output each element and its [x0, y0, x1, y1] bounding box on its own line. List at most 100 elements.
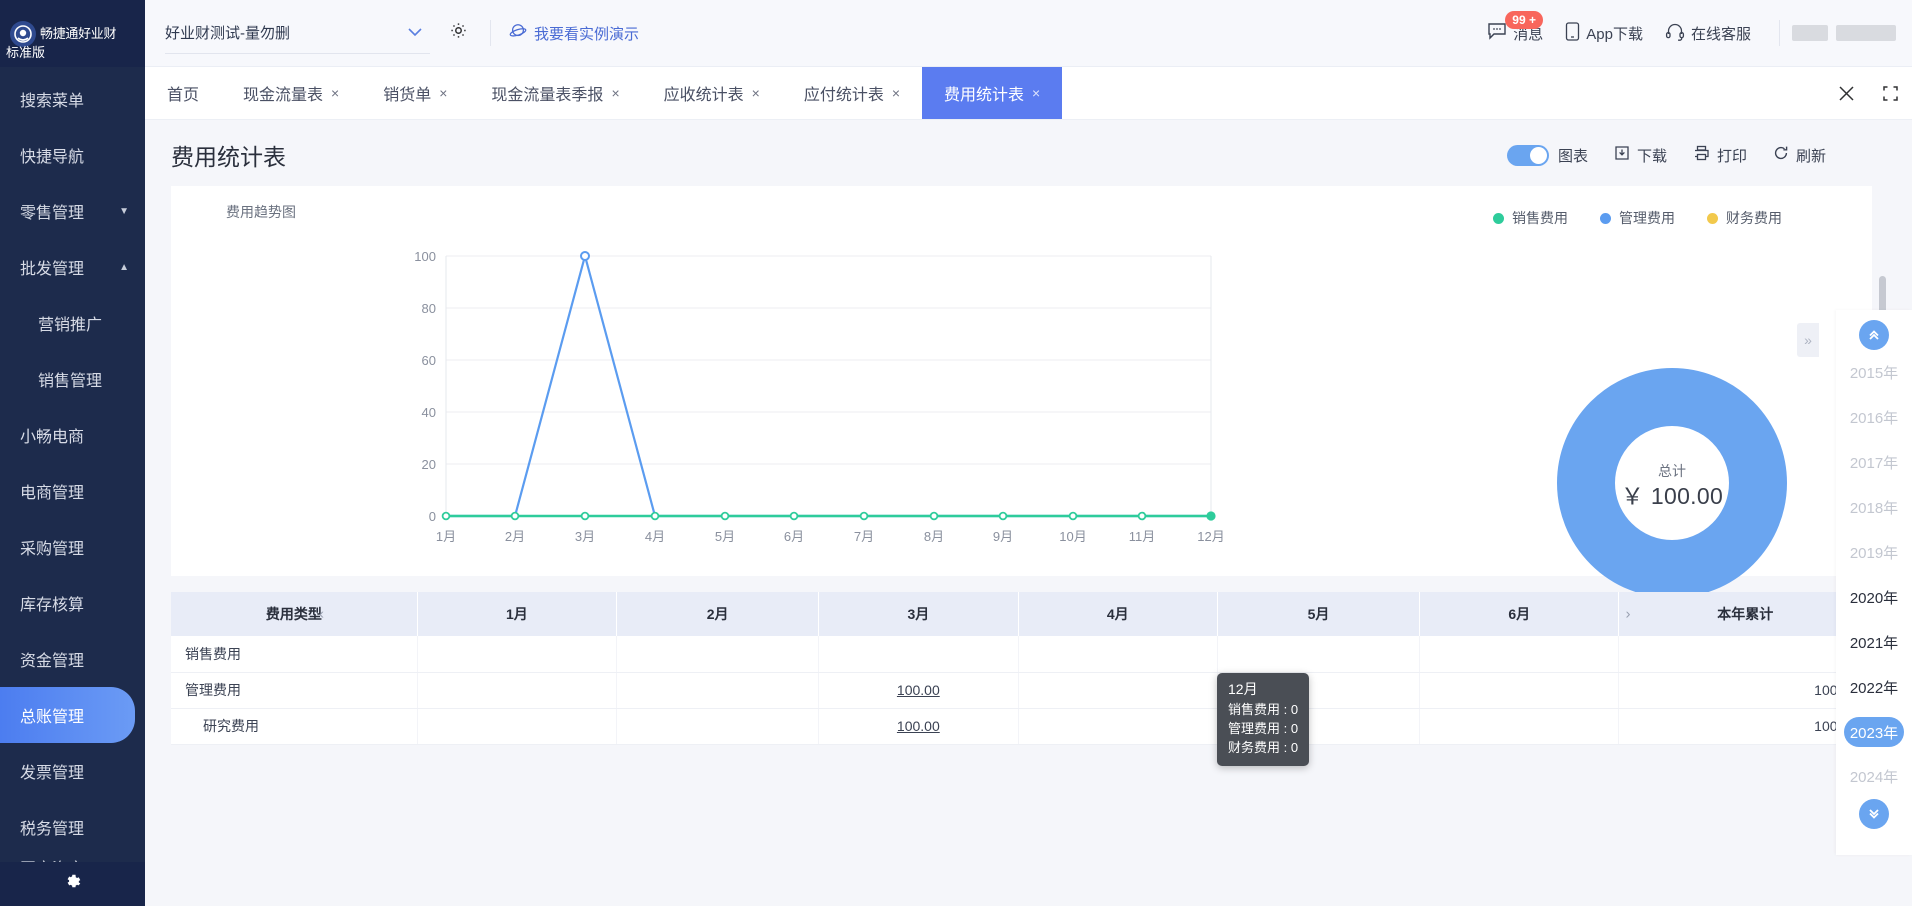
tab-sales-order[interactable]: 销货单 × — [361, 67, 469, 119]
page-toolbar: 图表 下载 — [1506, 144, 1886, 166]
cell-ytd: 100.00 — [1618, 672, 1872, 709]
table-header-m2: 2月 — [616, 592, 820, 636]
sidebar-item-inventory[interactable]: 库存核算 — [0, 575, 145, 631]
amount-link[interactable]: 100.00 — [896, 718, 940, 734]
sidebar-item-invoice[interactable]: 发票管理 — [0, 743, 145, 799]
next-months-button[interactable]: › — [1625, 605, 1631, 623]
tab-cash-flow-quarterly[interactable]: 现金流量表季报 × — [469, 67, 641, 119]
gear-icon — [63, 872, 83, 897]
sidebar-item-ecom-mgmt[interactable]: 电商管理 — [0, 463, 145, 519]
sidebar-item-wholesale[interactable]: 批发管理 ▲ — [0, 239, 145, 295]
year-option-2020[interactable]: 2020年 — [1849, 590, 1899, 607]
chart-toggle[interactable]: 图表 — [1506, 144, 1588, 166]
close-icon[interactable]: × — [891, 85, 901, 101]
app-logo-icon — [10, 20, 36, 47]
sidebar-item-label: 零售管理 — [20, 205, 85, 222]
legend-item-finance[interactable]: 财务费用 — [1707, 208, 1782, 228]
year-option-2023[interactable]: 2023年 — [1844, 717, 1904, 747]
collapse-panel-button[interactable]: » — [1797, 323, 1819, 357]
donut-chart: 总计 ￥ 100.00 — [1557, 368, 1787, 603]
sidebar-item-purchase[interactable]: 采购管理 — [0, 519, 145, 575]
year-option-2016[interactable]: 2016年 — [1849, 410, 1899, 427]
refresh-button[interactable]: 刷新 — [1773, 145, 1826, 166]
year-option-2015[interactable]: 2015年 — [1849, 365, 1899, 382]
svg-text:10月: 10月 — [1059, 529, 1086, 544]
sidebar-item-search-menu[interactable]: 搜索菜单 — [0, 71, 145, 127]
app-download-button[interactable]: App下载 — [1565, 21, 1643, 45]
sidebar-item-xiaochang-ecom[interactable]: 小畅电商 — [0, 407, 145, 463]
message-icon — [1487, 22, 1507, 44]
scroll-up-years-button[interactable] — [1859, 320, 1889, 350]
tab-cash-flow[interactable]: 现金流量表 × — [221, 67, 361, 119]
markers-sales — [441, 511, 1147, 521]
sidebar-settings-button[interactable] — [0, 862, 145, 906]
print-button[interactable]: 打印 — [1693, 145, 1747, 166]
sidebar-item-marketing[interactable]: 营销推广 — [0, 295, 145, 351]
tab-receivable-stats[interactable]: 应收统计表 × — [642, 67, 782, 119]
sidebar-item-general-ledger[interactable]: 总账管理 — [0, 687, 135, 743]
year-selector-rail: 2015年 2016年 2017年 2018年 2019年 2020年 2021… — [1836, 310, 1912, 855]
year-option-2024[interactable]: 2024年 — [1849, 769, 1899, 786]
cell-m3[interactable]: 100.00 — [818, 708, 1019, 745]
svg-text:7月: 7月 — [854, 529, 874, 544]
year-option-2022[interactable]: 2022年 — [1849, 680, 1899, 697]
divider — [490, 20, 491, 46]
legend-label: 销售费用 — [1512, 210, 1568, 226]
year-option-2018[interactable]: 2018年 — [1849, 500, 1899, 517]
close-icon[interactable]: × — [751, 85, 760, 101]
chevron-down-icon: ▼ — [119, 205, 129, 217]
sidebar-item-retail[interactable]: 零售管理 ▼ — [0, 183, 145, 239]
demo-link[interactable]: 我要看实例演示 — [509, 22, 639, 44]
svg-text:20: 20 — [422, 457, 436, 472]
sidebar-item-sales[interactable]: 销售管理 — [0, 351, 145, 407]
chart-tooltip: 12月 销售费用 : 0 管理费用 : 0 财务费用 : 0 — [1217, 673, 1310, 766]
settings-button[interactable] — [444, 19, 472, 47]
page-title: 费用统计表 — [171, 144, 286, 170]
tab-label: 现金流量表 — [243, 87, 324, 104]
table-row[interactable]: 管理费用 100.00 100.00 — [171, 672, 1872, 709]
online-support-button[interactable]: 在线客服 — [1665, 22, 1751, 45]
avatar — [1792, 25, 1828, 41]
year-option-2017[interactable]: 2017年 — [1849, 455, 1899, 472]
svg-text:6月: 6月 — [784, 529, 804, 544]
legend-label: 管理费用 — [1619, 210, 1675, 226]
tab-payable-stats[interactable]: 应付统计表 × — [782, 67, 922, 119]
messages-button[interactable]: 消息 99 + — [1487, 11, 1543, 44]
company-selector[interactable]: 好业财测试-量勿删 — [165, 12, 430, 54]
download-label: 下载 — [1636, 147, 1667, 165]
tab-home[interactable]: 首页 — [145, 67, 221, 119]
sidebar-item-label: 总账管理 — [20, 709, 85, 726]
tab-expense-stats[interactable]: 费用统计表 × — [922, 67, 1063, 119]
toggle-switch[interactable] — [1506, 144, 1549, 166]
fullscreen-button[interactable] — [1868, 67, 1912, 119]
table-row[interactable]: 销售费用 — [171, 636, 1872, 673]
scroll-down-years-button[interactable] — [1859, 799, 1889, 829]
sidebar-item-quick-nav[interactable]: 快捷导航 — [0, 127, 145, 183]
close-icon[interactable]: × — [611, 85, 620, 101]
cell-ytd — [1618, 636, 1872, 673]
column-label: 本年累计 — [1717, 606, 1774, 622]
sidebar-item-funds[interactable]: 资金管理 — [0, 631, 145, 687]
close-icon[interactable]: × — [1032, 85, 1041, 101]
cell-m3[interactable]: 100.00 — [818, 672, 1019, 709]
refresh-icon — [1773, 145, 1789, 165]
close-all-tabs-button[interactable] — [1824, 67, 1868, 119]
username-blurred — [1836, 25, 1896, 41]
close-icon[interactable]: × — [439, 85, 448, 101]
svg-text:100: 100 — [414, 249, 436, 264]
close-icon[interactable]: × — [331, 85, 340, 101]
gear-icon — [448, 20, 469, 46]
expense-table-card: 费用类型 ‹ 1月 2月 3月 4月 5月 6月 本年累计 › — [171, 592, 1872, 745]
legend-item-sales[interactable]: 销售费用 — [1493, 208, 1568, 228]
legend-item-admin[interactable]: 管理费用 — [1600, 208, 1675, 228]
user-profile-area[interactable] — [1779, 20, 1896, 46]
download-button[interactable]: 下载 — [1614, 145, 1667, 166]
table-row[interactable]: 研究费用 100.00 100.00 — [171, 708, 1872, 745]
prev-months-button[interactable]: ‹ — [319, 605, 324, 623]
sidebar-item-tax[interactable]: 税务管理 — [0, 799, 145, 855]
year-option-2019[interactable]: 2019年 — [1849, 545, 1899, 562]
amount-link[interactable]: 100.00 — [896, 682, 940, 698]
year-option-2021[interactable]: 2021年 — [1849, 635, 1899, 652]
cell-m3 — [818, 636, 1019, 673]
cell-m6 — [1419, 636, 1620, 673]
